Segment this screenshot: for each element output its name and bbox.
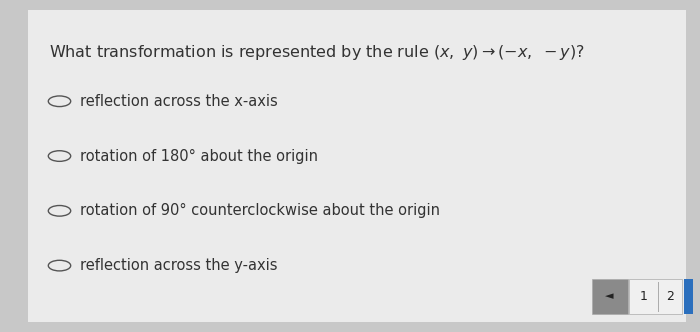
Text: ◄: ◄: [606, 291, 614, 301]
FancyBboxPatch shape: [28, 10, 686, 322]
Text: 2: 2: [666, 290, 674, 303]
Text: 1: 1: [640, 290, 648, 303]
FancyBboxPatch shape: [629, 279, 682, 314]
FancyBboxPatch shape: [684, 279, 693, 314]
Text: rotation of 90° counterclockwise about the origin: rotation of 90° counterclockwise about t…: [80, 203, 440, 218]
Text: rotation of 180° about the origin: rotation of 180° about the origin: [80, 148, 318, 164]
Text: reflection across the x-axis: reflection across the x-axis: [80, 94, 279, 109]
Text: What transformation is represented by the rule $(x,\ y) \rightarrow (-x,\ -y)$?: What transformation is represented by th…: [49, 43, 584, 62]
Text: reflection across the y-axis: reflection across the y-axis: [80, 258, 278, 273]
FancyBboxPatch shape: [592, 279, 628, 314]
